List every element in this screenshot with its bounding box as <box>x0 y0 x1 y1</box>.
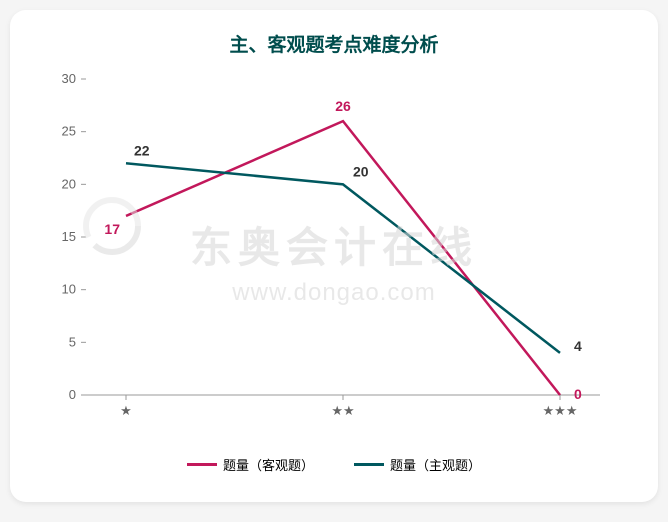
svg-text:0: 0 <box>574 386 582 402</box>
legend-swatch-0 <box>187 463 217 466</box>
svg-text:5: 5 <box>69 334 76 349</box>
svg-text:4: 4 <box>574 338 582 354</box>
chart-card: 主、客观题考点难度分析 东奥会计在线 www.dongao.com 051015… <box>10 10 658 502</box>
chart-legend: 题量（客观题） 题量（主观题） <box>38 455 630 474</box>
svg-text:★★★: ★★★ <box>543 403 578 418</box>
svg-text:26: 26 <box>335 98 351 114</box>
svg-text:15: 15 <box>62 229 76 244</box>
legend-label-1: 题量（主观题） <box>390 455 481 474</box>
legend-item-subjective: 题量（主观题） <box>354 455 481 474</box>
legend-label-0: 题量（客观题） <box>223 455 314 474</box>
legend-item-objective: 题量（客观题） <box>187 455 314 474</box>
svg-text:30: 30 <box>62 71 76 86</box>
legend-swatch-1 <box>354 463 384 466</box>
chart-plot-area: 东奥会计在线 www.dongao.com 051015202530★★★★★★… <box>38 69 630 449</box>
svg-text:0: 0 <box>69 387 76 402</box>
svg-text:10: 10 <box>62 282 76 297</box>
svg-text:★★: ★★ <box>331 403 354 418</box>
svg-text:25: 25 <box>62 124 76 139</box>
svg-text:17: 17 <box>104 221 120 237</box>
chart-title: 主、客观题考点难度分析 <box>38 30 630 57</box>
svg-text:22: 22 <box>134 142 150 158</box>
svg-text:20: 20 <box>353 163 369 179</box>
svg-text:★: ★ <box>120 403 132 418</box>
line-chart-svg: 051015202530★★★★★★1726022204 <box>38 69 630 429</box>
svg-text:20: 20 <box>62 176 76 191</box>
